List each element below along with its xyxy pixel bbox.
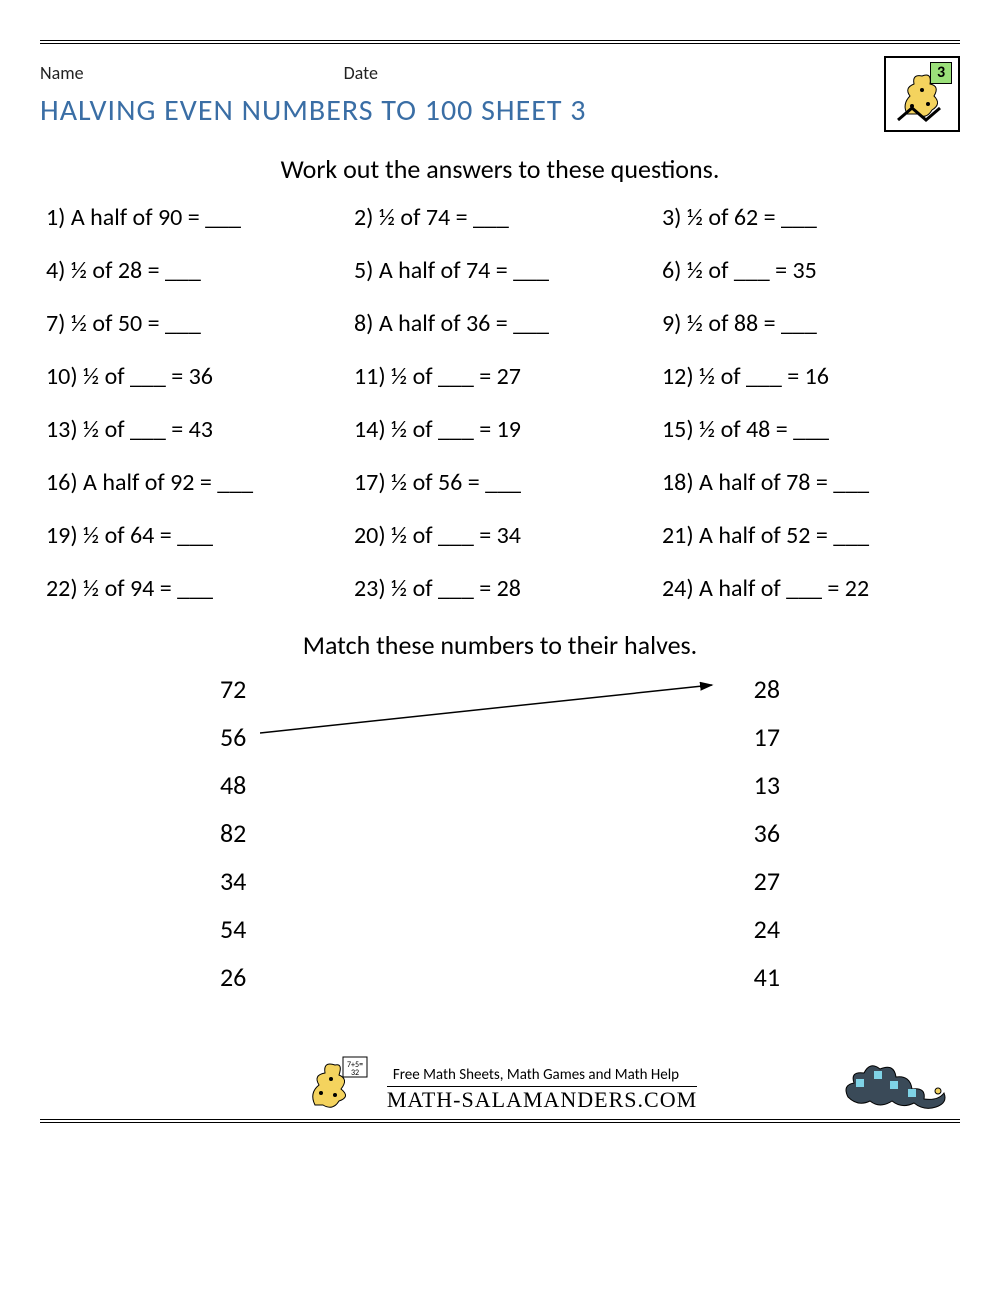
match-right-6: 41 [754, 961, 780, 993]
questions-grid: 1) A half of 90 = ___ 2) ½ of 74 = ___ 3) … [46, 203, 960, 603]
match-title: Match these numbers to their halves. [40, 629, 960, 661]
question-13: 13) ½ of ___ = 43 [46, 415, 344, 444]
match-right-5: 24 [754, 913, 780, 945]
salamander-left-icon: 7+5=32 [303, 1053, 373, 1113]
date-label: Date [344, 62, 378, 84]
match-left-5: 54 [220, 913, 246, 945]
question-8: 8) A half of 36 = ___ [354, 309, 652, 338]
match-right-3: 36 [754, 817, 780, 849]
question-22: 22) ½ of 94 = ___ [46, 574, 344, 603]
match-left-6: 26 [220, 961, 246, 993]
question-9: 9) ½ of 88 = ___ [662, 309, 960, 338]
footer-site: MATH-SALAMANDERS.COM [387, 1087, 697, 1113]
question-3: 3) ½ of 62 = ___ [662, 203, 960, 232]
match-left-4: 34 [220, 865, 246, 897]
match-left-0: 72 [220, 673, 246, 705]
match-left-2: 48 [220, 769, 246, 801]
question-15: 15) ½ of 48 = ___ [662, 415, 960, 444]
question-1: 1) A half of 90 = ___ [46, 203, 344, 232]
question-21: 21) A half of 52 = ___ [662, 521, 960, 550]
match-area: 72 56 48 82 34 54 26 28 17 13 36 27 24 41 [220, 673, 780, 993]
name-label: Name [40, 62, 84, 84]
match-left-3: 82 [220, 817, 246, 849]
question-4: 4) ½ of 28 = ___ [46, 256, 344, 285]
match-left-1: 56 [220, 721, 246, 753]
question-7: 7) ½ of 50 = ___ [46, 309, 344, 338]
page-title: HALVING EVEN NUMBERS TO 100 SHEET 3 [40, 92, 587, 129]
grade-badge: 3 [884, 56, 960, 132]
question-16: 16) A half of 92 = ___ [46, 468, 344, 497]
match-right-0: 28 [754, 673, 780, 705]
svg-text:32: 32 [351, 1068, 359, 1078]
match-right-2: 13 [754, 769, 780, 801]
match-left-col: 72 56 48 82 34 54 26 [220, 673, 246, 993]
question-12: 12) ½ of ___ = 16 [662, 362, 960, 391]
question-6: 6) ½ of ___ = 35 [662, 256, 960, 285]
question-20: 20) ½ of ___ = 34 [354, 521, 652, 550]
question-17: 17) ½ of 56 = ___ [354, 468, 652, 497]
question-18: 18) A half of 78 = ___ [662, 468, 960, 497]
instructions: Work out the answers to these questions. [40, 153, 960, 185]
salamander-right-icon [840, 1057, 950, 1113]
match-right-col: 28 17 13 36 27 24 41 [754, 673, 780, 993]
footer: 7+5=32 Free Math Sheets, Math Games and … [40, 1053, 960, 1123]
footer-tagline: Free Math Sheets, Math Games and Math He… [387, 1066, 697, 1087]
question-11: 11) ½ of ___ = 27 [354, 362, 652, 391]
match-right-4: 27 [754, 865, 780, 897]
match-right-1: 17 [754, 721, 780, 753]
question-14: 14) ½ of ___ = 19 [354, 415, 652, 444]
question-24: 24) A half of ___ = 22 [662, 574, 960, 603]
question-5: 5) A half of 74 = ___ [354, 256, 652, 285]
question-19: 19) ½ of 64 = ___ [46, 521, 344, 550]
question-10: 10) ½ of ___ = 36 [46, 362, 344, 391]
question-23: 23) ½ of ___ = 28 [354, 574, 652, 603]
grade-number: 3 [930, 62, 952, 84]
question-2: 2) ½ of 74 = ___ [354, 203, 652, 232]
